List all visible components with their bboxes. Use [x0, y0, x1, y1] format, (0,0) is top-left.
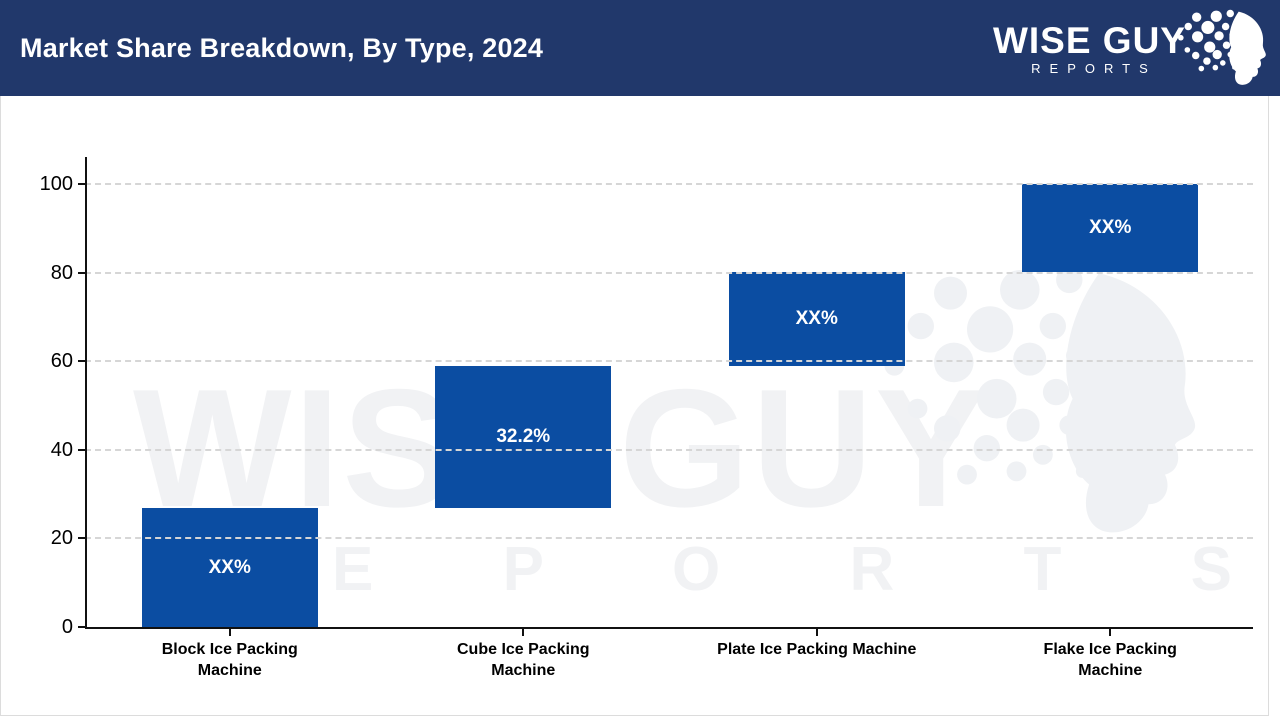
x-axis — [85, 627, 1253, 629]
y-tickmark — [78, 626, 85, 628]
watermark-subtitle: R E P O R T S — [158, 535, 1280, 604]
y-tick-label: 80 — [50, 261, 73, 284]
gridline-20 — [85, 537, 1253, 540]
bar-value-label: XX% — [208, 556, 251, 578]
y-tick-label: 100 — [39, 173, 73, 195]
y-tick-label: 0 — [61, 616, 73, 638]
x-tickmark — [228, 629, 231, 636]
y-tick-label: 60 — [50, 350, 73, 373]
bar-value-label: XX% — [795, 307, 838, 329]
gridline-40 — [85, 448, 1253, 451]
x-tick-label: Flake Ice Packing Machine — [1043, 641, 1177, 679]
wiseguy-logo: WISE GUY REPORTS — [993, 6, 1268, 90]
bar-value-label: XX% — [1089, 216, 1132, 238]
gridline-80 — [85, 271, 1253, 274]
bar-1 — [141, 508, 318, 627]
y-tickmark — [78, 537, 85, 540]
bar-3 — [728, 271, 905, 366]
y-tickmark — [78, 271, 85, 274]
x-tickmark — [522, 629, 525, 636]
x-tickmark — [1109, 629, 1112, 636]
gridline-60 — [85, 360, 1253, 363]
wiseguy-head-icon — [1178, 9, 1266, 85]
y-tickmark — [78, 360, 85, 363]
bar-value-label: 32.2% — [496, 425, 551, 447]
watermark: WISE GUY R E P O R T S — [0, 96, 1280, 716]
y-tick-label: 20 — [50, 527, 73, 550]
y-tick-label: 40 — [50, 438, 73, 461]
bar-2 — [435, 365, 612, 509]
bar-4 — [1022, 184, 1199, 272]
y-axis — [85, 157, 87, 629]
x-tick-label: Plate Ice Packing Machine — [717, 641, 917, 658]
x-tickmark — [815, 629, 818, 636]
gridline-100 — [85, 183, 1253, 185]
x-tick-label: Block Ice Packing Machine — [161, 641, 298, 679]
header-band: Market Share Breakdown, By Type, 2024 WI… — [0, 0, 1280, 96]
logo-subtitle: REPORTS — [1031, 60, 1157, 76]
x-tick-label: Cube Ice Packing Machine — [457, 641, 590, 679]
y-tickmark — [78, 183, 85, 185]
y-tickmark — [78, 448, 85, 451]
watermark-head-icon — [884, 266, 1196, 533]
logo-wordmark: WISE GUY — [992, 19, 1186, 61]
page-title: Market Share Breakdown, By Type, 2024 — [20, 32, 544, 63]
